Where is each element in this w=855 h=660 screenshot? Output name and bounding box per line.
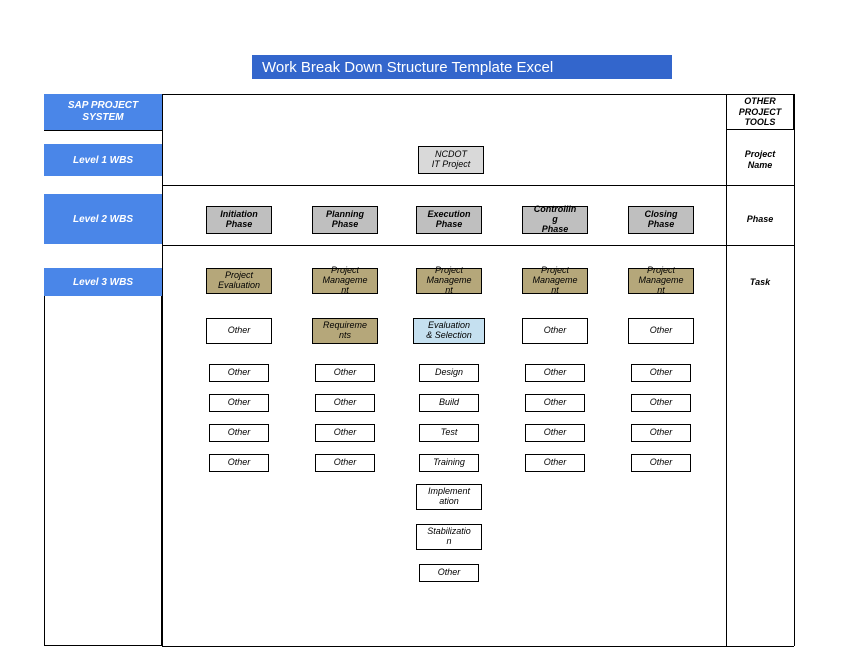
task-box: Other bbox=[209, 364, 269, 382]
task-box: Other bbox=[419, 564, 479, 582]
task-box: Requirements bbox=[312, 318, 378, 344]
task-box: Other bbox=[525, 424, 585, 442]
task-box: Other bbox=[209, 424, 269, 442]
level3-label: Level 3 WBS bbox=[44, 268, 162, 296]
task-box: Other bbox=[315, 364, 375, 382]
phase-box: ExecutionPhase bbox=[416, 206, 482, 234]
level3-right: Task bbox=[726, 268, 794, 296]
task-box: Training bbox=[419, 454, 479, 472]
task-box: Other bbox=[631, 454, 691, 472]
vline-left bbox=[162, 94, 163, 646]
task-box: Build bbox=[419, 394, 479, 412]
task-box: Other bbox=[525, 394, 585, 412]
task-box: ProjectManagement bbox=[522, 268, 588, 294]
task-box: Design bbox=[419, 364, 479, 382]
task-box: Other bbox=[525, 454, 585, 472]
right-header: OTHERPROJECTTOOLS bbox=[726, 94, 794, 130]
task-box: Test bbox=[419, 424, 479, 442]
phase-box: ClosingPhase bbox=[628, 206, 694, 234]
task-box: Other bbox=[209, 454, 269, 472]
task-box: Other bbox=[631, 364, 691, 382]
task-box: Other bbox=[315, 454, 375, 472]
task-box: Other bbox=[628, 318, 694, 344]
task-box: Implementation bbox=[416, 484, 482, 510]
left-border-remainder bbox=[44, 296, 162, 646]
task-box: ProjectEvaluation bbox=[206, 268, 272, 294]
task-box: Other bbox=[525, 364, 585, 382]
border-l2-bottom bbox=[162, 245, 794, 246]
level2-label: Level 2 WBS bbox=[44, 194, 162, 244]
level2-right: Phase bbox=[726, 194, 794, 244]
root-project-box: NCDOTIT Project bbox=[418, 146, 484, 174]
task-box: ProjectManagement bbox=[416, 268, 482, 294]
task-box: Other bbox=[522, 318, 588, 344]
level1-label: Level 1 WBS bbox=[44, 144, 162, 176]
task-box: Other bbox=[206, 318, 272, 344]
border-bottom bbox=[162, 646, 794, 647]
task-box: Other bbox=[315, 424, 375, 442]
task-box: ProjectManagement bbox=[628, 268, 694, 294]
border-left-gap1 bbox=[44, 130, 162, 131]
phase-box: InitiationPhase bbox=[206, 206, 272, 234]
task-box: Evaluation& Selection bbox=[413, 318, 485, 344]
task-box: Other bbox=[631, 424, 691, 442]
phase-box: PlanningPhase bbox=[312, 206, 378, 234]
task-box: Other bbox=[209, 394, 269, 412]
vline-right-inner bbox=[726, 94, 727, 646]
page-title: Work Break Down Structure Template Excel bbox=[252, 55, 672, 79]
border-l1-bottom bbox=[162, 185, 794, 186]
task-box: Other bbox=[315, 394, 375, 412]
vline-right-outer bbox=[794, 94, 795, 646]
task-box: Other bbox=[631, 394, 691, 412]
left-header: SAP PROJECTSYSTEM bbox=[44, 94, 162, 130]
level1-right: ProjectName bbox=[726, 144, 794, 176]
task-box: Stabilization bbox=[416, 524, 482, 550]
border-top bbox=[162, 94, 794, 95]
task-box: ProjectManagement bbox=[312, 268, 378, 294]
phase-box: ControllingPhase bbox=[522, 206, 588, 234]
